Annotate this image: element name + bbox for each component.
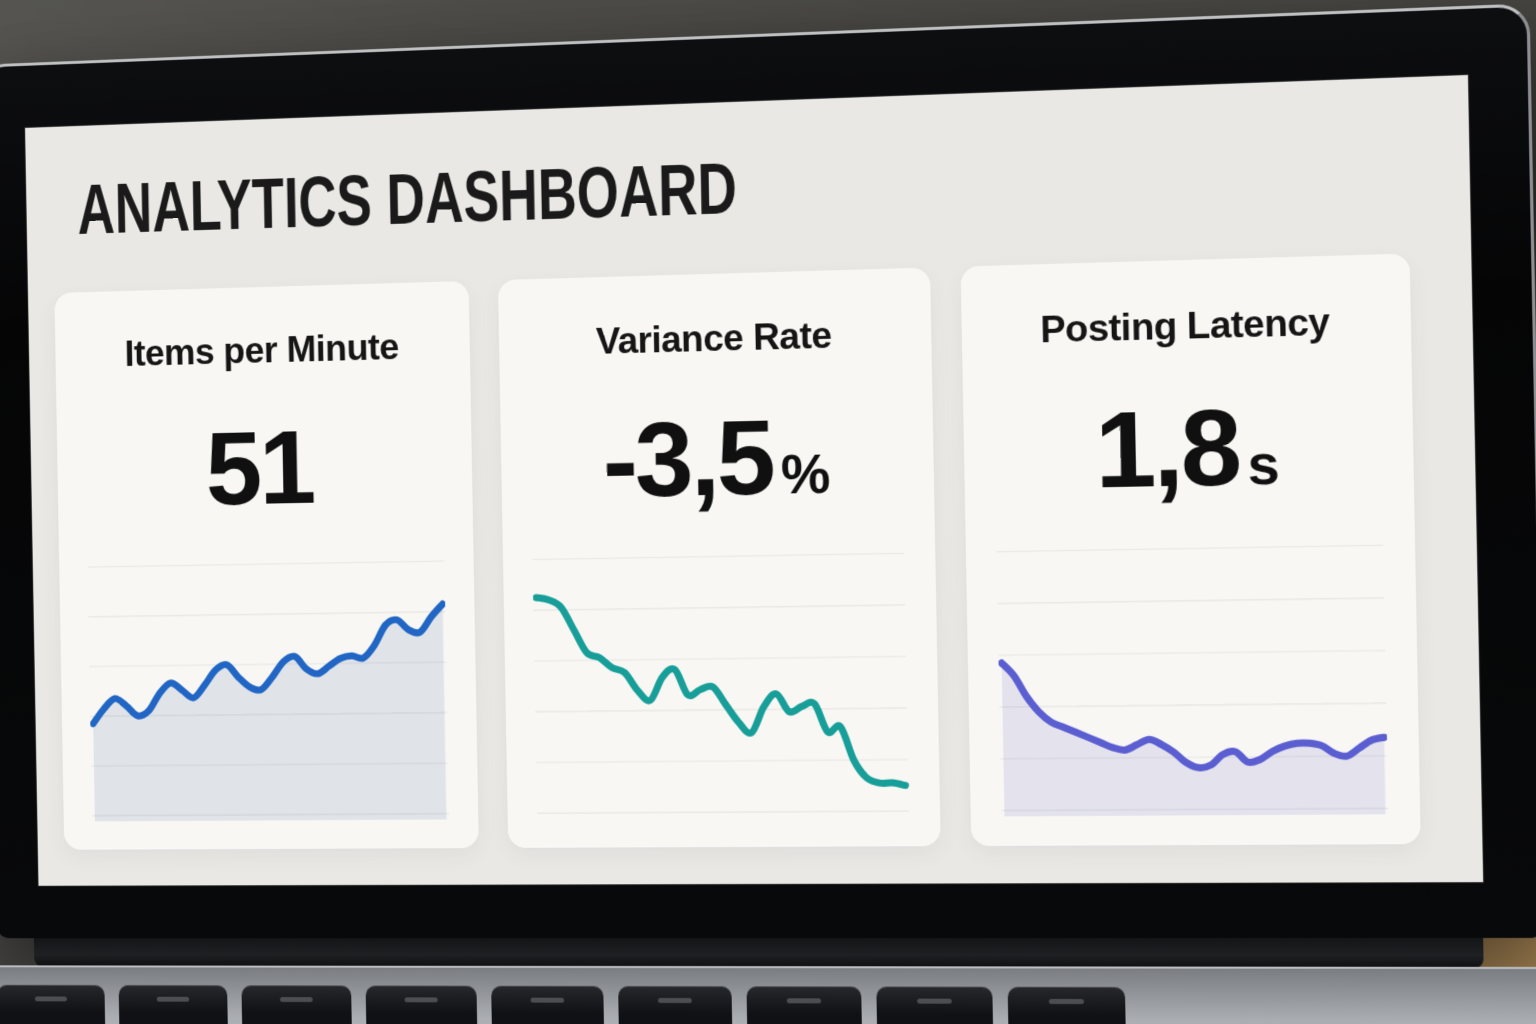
sparkline-chart [996, 538, 1388, 817]
keyboard-key [365, 985, 478, 1024]
laptop-keyboard-deck [0, 965, 1536, 1024]
keyboard-row [0, 965, 1536, 1024]
sparkline-svg [533, 547, 910, 819]
metric-card-posting-latency: Posting Latency 1,8 s [960, 253, 1421, 845]
keyboard-key [746, 986, 863, 1024]
keyboard-key [876, 986, 994, 1024]
key-legend [786, 998, 822, 1004]
key-legend [404, 997, 438, 1003]
key-legend [917, 998, 952, 1004]
key-legend [34, 996, 67, 1002]
sparkline-chart [533, 547, 910, 819]
metric-value: 51 [85, 410, 444, 528]
page-title: ANALYTICS DASHBOARD [76, 148, 738, 250]
key-legend [156, 996, 190, 1002]
value-main: 1,8 [1094, 387, 1240, 511]
dashboard-screen: ANALYTICS DASHBOARD Items per Minute 51 … [25, 75, 1484, 886]
keyboard-key [618, 985, 733, 1024]
sparkline-chart [87, 555, 449, 822]
metric-cards-row: Items per Minute 51 Variance Rate -3,5% [54, 253, 1421, 849]
metric-value: -3,5% [530, 399, 904, 520]
key-legend [657, 997, 692, 1004]
value-suffix [320, 454, 321, 515]
keyboard-key [241, 985, 353, 1024]
keyboard-key [0, 984, 106, 1024]
keyboard-key [118, 984, 229, 1024]
sparkline-svg [87, 555, 449, 822]
sparkline-svg [996, 538, 1388, 817]
card-title: Items per Minute [124, 326, 400, 374]
value-main: -3,5 [601, 398, 774, 521]
laptop-hinge [33, 937, 1484, 969]
metric-card-items-per-minute: Items per Minute 51 [54, 281, 480, 849]
value-suffix: s [1246, 432, 1280, 497]
keyboard-key [491, 985, 605, 1024]
card-title: Posting Latency [1039, 301, 1330, 351]
value-main: 51 [204, 409, 314, 528]
key-legend [530, 997, 565, 1003]
keyboard-key [1007, 986, 1127, 1024]
key-legend [1048, 998, 1084, 1005]
metric-card-variance-rate: Variance Rate -3,5% [498, 267, 941, 847]
metric-value: 1,8 s [993, 388, 1382, 511]
key-legend [279, 997, 313, 1003]
laptop-bezel: ANALYTICS DASHBOARD Items per Minute 51 … [0, 3, 1536, 939]
laptop: ANALYTICS DASHBOARD Items per Minute 51 … [0, 3, 1536, 1024]
value-suffix: % [780, 442, 830, 506]
card-title: Variance Rate [595, 314, 832, 362]
